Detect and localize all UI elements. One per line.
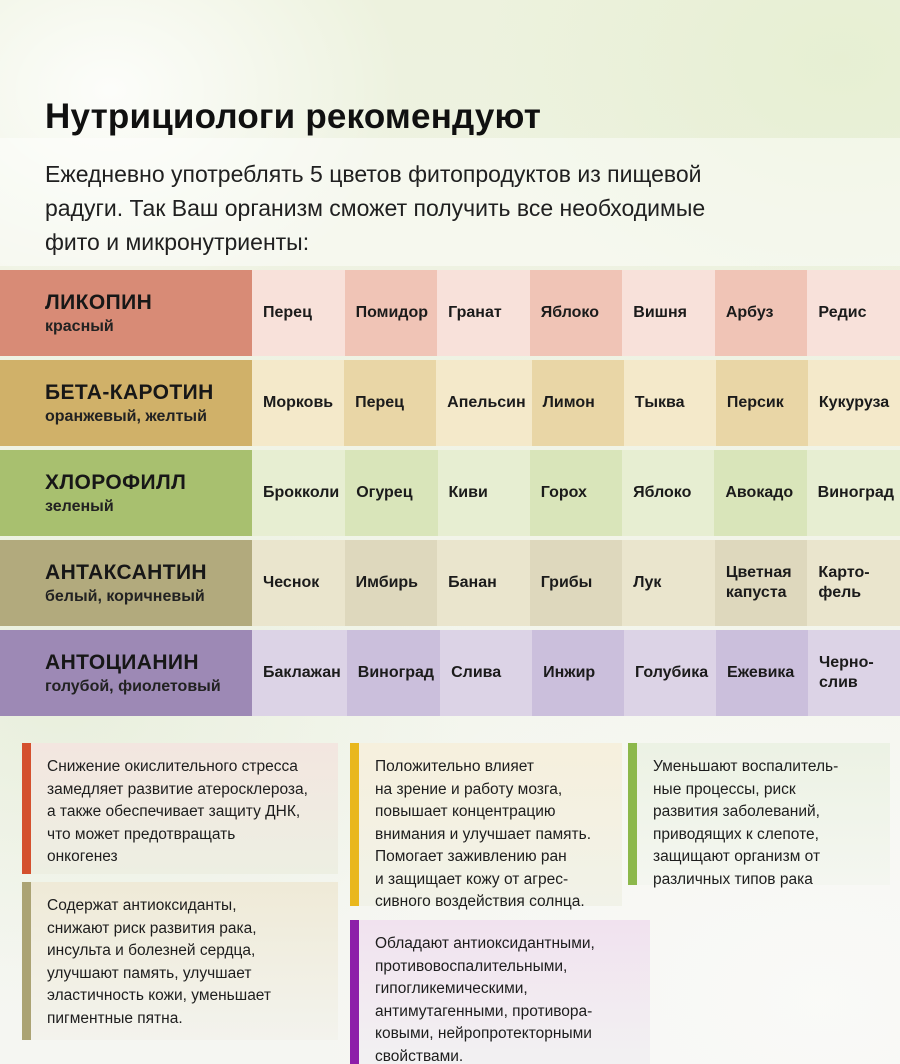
pigment-row: ЛИКОПИН красный Перец Помидор Гранат Яблоко Ви…: [0, 270, 900, 356]
pigment-color-label: красный: [45, 317, 114, 335]
food-cell: Помидор: [344, 270, 438, 356]
note-body: Положительно влияет на зрение и работу м…: [350, 743, 622, 910]
food-cell: Инжир: [532, 630, 625, 716]
pigment-table: ЛИКОПИН красный Перец Помидор Гранат Яблоко Ви…: [0, 270, 900, 720]
food-cell: Тыква: [623, 360, 716, 446]
pigment-name: БЕТА-КАРОТИН: [45, 380, 214, 404]
intro-band: [0, 138, 900, 266]
food-cell: Грибы: [529, 540, 623, 626]
food-cell: Чеснок: [252, 540, 345, 626]
pigment-name: АНТАКСАНТИН: [45, 560, 208, 584]
note-text: Уменьшают воспалитель- ные процессы, рис…: [653, 758, 839, 888]
food-cell: Голубика: [624, 630, 717, 716]
note-accent-bar: [22, 882, 31, 1040]
food-cell: Лук: [622, 540, 715, 626]
note-body: Обладают антиоксидантными, противовоспал…: [350, 920, 650, 1064]
food-cell: Цветная капуста: [714, 540, 808, 626]
food-cell: Банан: [437, 540, 530, 626]
note-body: Содержат антиоксиданты, снижают риск раз…: [22, 882, 338, 1040]
food-cell: Персик: [715, 360, 808, 446]
food-cell: Перец: [252, 270, 345, 356]
note-text: Положительно влияет на зрение и работу м…: [375, 758, 592, 910]
pigment-header-cell: БЕТА-КАРОТИН оранжевый, желтый: [0, 360, 252, 446]
food-cell: Имбирь: [344, 540, 438, 626]
food-cell: Киви: [437, 450, 530, 536]
food-cell: Перец: [344, 360, 437, 446]
note-accent-bar: [22, 743, 31, 874]
pigment-row: АНТАКСАНТИН белый, коричневый Чеснок Имбирь…: [0, 540, 900, 626]
pigment-header-cell: ЛИКОПИН красный: [0, 270, 252, 356]
note-text: Снижение окислительного стресса замедляе…: [47, 758, 308, 865]
pigment-row: БЕТА-КАРОТИН оранжевый, желтый Морковь Пере…: [0, 360, 900, 446]
food-cell: Горох: [529, 450, 623, 536]
note-block: Положительно влияет на зрение и работу м…: [350, 743, 622, 910]
food-cell: Арбуз: [714, 270, 808, 356]
food-cell: Яблоко: [622, 450, 715, 536]
food-cell: Баклажан: [252, 630, 347, 716]
food-cell: Черно- слив: [808, 630, 900, 716]
pigment-color-label: оранжевый, желтый: [45, 407, 207, 425]
intro-text: Ежедневно употреблять 5 цветов фитопроду…: [45, 161, 706, 255]
food-cell: Лимон: [531, 360, 624, 446]
food-cell: Брокколи: [252, 450, 346, 536]
food-cell: Авокадо: [714, 450, 807, 536]
note-block: Уменьшают воспалитель- ные процессы, рис…: [628, 743, 890, 888]
pigment-row: ХЛОРОФИЛЛ зеленый Брокколи Огурец Киви Горох Я…: [0, 450, 900, 536]
note-accent-bar: [628, 743, 637, 885]
food-cell: Кукуруза: [807, 360, 900, 446]
food-cell: Морковь: [252, 360, 345, 446]
food-cell: Ежевика: [716, 630, 809, 716]
food-cell: Редис: [807, 270, 900, 356]
pigment-color-label: зеленый: [45, 497, 114, 515]
pigment-header-cell: АНТАКСАНТИН белый, коричневый: [0, 540, 252, 626]
pigment-name: ХЛОРОФИЛЛ: [45, 470, 187, 494]
note-accent-bar: [350, 743, 359, 906]
food-cell: Яблоко: [529, 270, 623, 356]
note-accent-bar: [350, 920, 359, 1064]
note-text: Обладают антиоксидантными, противовоспал…: [375, 935, 595, 1064]
note-block: Снижение окислительного стресса замедляе…: [22, 743, 338, 874]
note-body: Уменьшают воспалитель- ные процессы, рис…: [628, 743, 890, 888]
pigment-name: АНТОЦИАНИН: [45, 650, 199, 674]
note-body: Снижение окислительного стресса замедляе…: [22, 743, 338, 874]
page-title: Нутрициологи рекомендуют: [45, 97, 542, 137]
pigment-color-label: голубой, фиолетовый: [45, 677, 221, 695]
note-text: Содержат антиоксиданты, снижают риск раз…: [47, 897, 272, 1027]
food-cell: Слива: [440, 630, 533, 716]
pigment-color-label: белый, коричневый: [45, 587, 205, 605]
food-cell: Виноград: [806, 450, 900, 536]
note-block: Обладают антиоксидантными, противовоспал…: [350, 920, 650, 1064]
note-block: Содержат антиоксиданты, снижают риск раз…: [22, 882, 338, 1040]
food-cell: Карто- фель: [807, 540, 900, 626]
pigment-row: АНТОЦИАНИН голубой, фиолетовый Баклажан Вин…: [0, 630, 900, 716]
food-cell: Гранат: [437, 270, 530, 356]
food-cell: Апельсин: [436, 360, 532, 446]
pigment-header-cell: АНТОЦИАНИН голубой, фиолетовый: [0, 630, 252, 716]
pigment-name: ЛИКОПИН: [45, 290, 153, 314]
pigment-header-cell: ХЛОРОФИЛЛ зеленый: [0, 450, 252, 536]
food-cell: Вишня: [622, 270, 715, 356]
food-cell: Виноград: [346, 630, 441, 716]
food-cell: Огурец: [345, 450, 438, 536]
